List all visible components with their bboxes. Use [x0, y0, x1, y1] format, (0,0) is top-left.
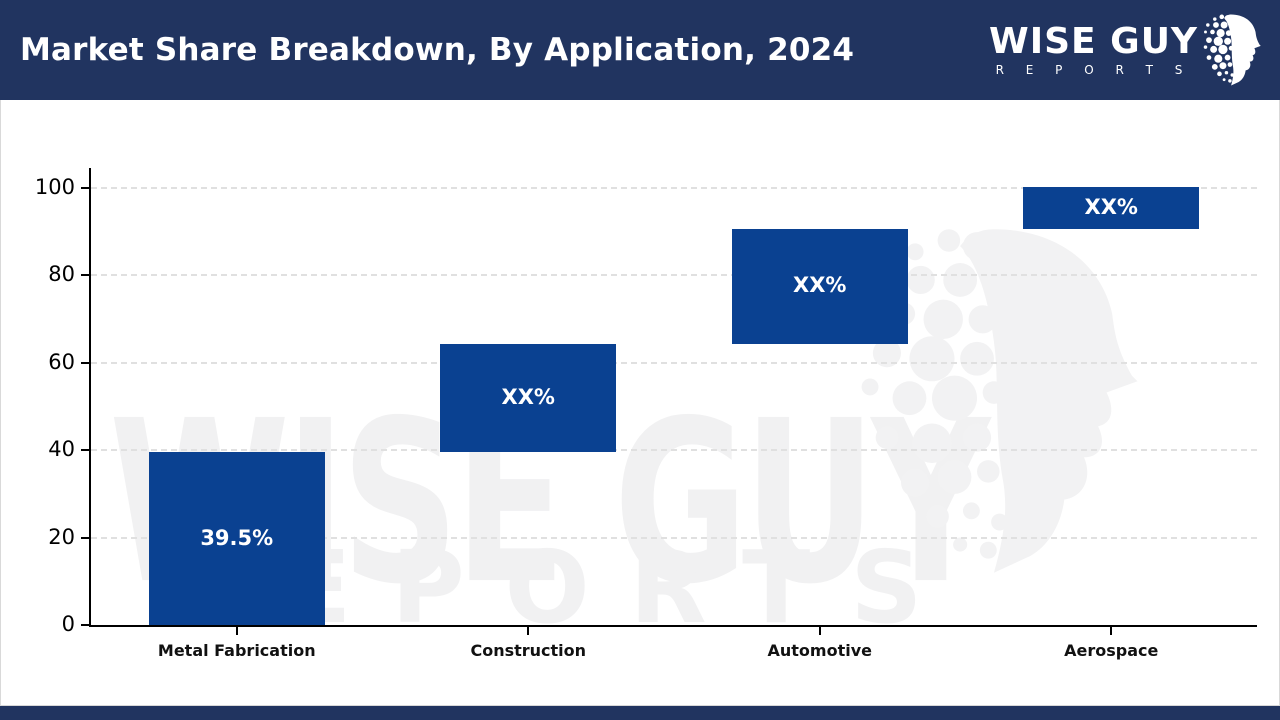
chart-area: WISE GUY REPORTS 39.5% XX% XX% XX% 0 20 40 60 80…: [0, 100, 1280, 705]
bar-automotive: [731, 229, 908, 344]
y-tick-mark: [81, 624, 89, 626]
bar-value-label: XX%: [501, 384, 555, 409]
x-tick-mark: [818, 627, 821, 635]
bar-metal-fabrication: [148, 452, 325, 625]
gridline-20: [91, 536, 1257, 539]
y-tick-label: 100: [34, 174, 75, 199]
y-axis-line: [89, 168, 91, 627]
footer-hairline: [0, 705, 1280, 706]
gridline-80: [91, 274, 1257, 276]
y-tick-mark: [81, 361, 89, 364]
y-tick-label: 0: [61, 612, 75, 636]
y-tick-mark: [81, 449, 89, 451]
y-tick-mark: [81, 186, 89, 189]
y-tick-label: 40: [48, 437, 75, 461]
x-tick-label-automotive: Automotive: [767, 641, 873, 660]
x-tick-mark: [527, 627, 530, 635]
gridline-40: [91, 449, 1257, 451]
header-bar: Market Share Breakdown, By Application, …: [0, 0, 1280, 100]
logo-head-icon: [1203, 14, 1261, 86]
y-tick-label: 20: [48, 524, 75, 549]
y-tick-label: 80: [48, 262, 75, 286]
page-title: Market Share Breakdown, By Application, …: [20, 32, 855, 68]
gridline-100: [91, 186, 1257, 189]
bar-value-label: 39.5%: [200, 525, 274, 550]
y-tick-mark: [81, 274, 89, 276]
x-tick-mark: [235, 627, 238, 635]
logo-wordmark: WISE GUY: [988, 21, 1198, 62]
x-tick-label-aerospace: Aerospace: [1064, 641, 1159, 660]
logo-subtext: R E P O R T S: [995, 63, 1192, 77]
footer-bar: [0, 706, 1280, 720]
plot-area: 39.5% XX% XX% XX% 0 20 40 60 80 100 Metal Fabricat…: [1, 100, 1279, 705]
logo: WISE GUY R E P O R T S: [989, 10, 1280, 90]
y-tick-mark: [81, 536, 89, 539]
x-tick-label-metal-fabrication: Metal Fabrication: [157, 641, 316, 660]
x-tick-label-construction: Construction: [470, 641, 587, 660]
bar-value-label: XX%: [793, 273, 847, 298]
gridline-60: [91, 361, 1257, 364]
logo-text: WISE GUY R E P O R T S: [988, 21, 1198, 78]
x-tick-mark: [1110, 627, 1113, 635]
bar-construction: [440, 343, 617, 453]
y-tick-label: 60: [48, 349, 75, 374]
bar-value-label: XX%: [1084, 194, 1138, 219]
x-axis-line: [89, 625, 1257, 627]
bar-aerospace: [1023, 186, 1200, 230]
